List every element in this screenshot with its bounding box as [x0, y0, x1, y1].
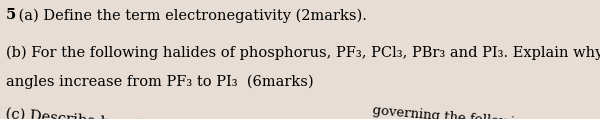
Text: 5: 5: [6, 8, 16, 22]
Text: (b) For the following halides of phosphorus, PF₃, PCl₃, PBr₃ and PI₃. Explain wh: (b) For the following halides of phospho…: [6, 45, 600, 60]
Text: (a) Define the term electronegativity (2marks).: (a) Define the term electronegativity (2…: [14, 8, 367, 23]
Text: (c) Describe how the molecular orbital energy diagram of oxygen is formed (12mar: (c) Describe how the molecular orbital e…: [5, 107, 600, 119]
Text: governing the following types of: governing the following types of: [372, 104, 589, 119]
Text: angles increase from PF₃ to PI₃  (6marks): angles increase from PF₃ to PI₃ (6marks): [6, 75, 314, 89]
